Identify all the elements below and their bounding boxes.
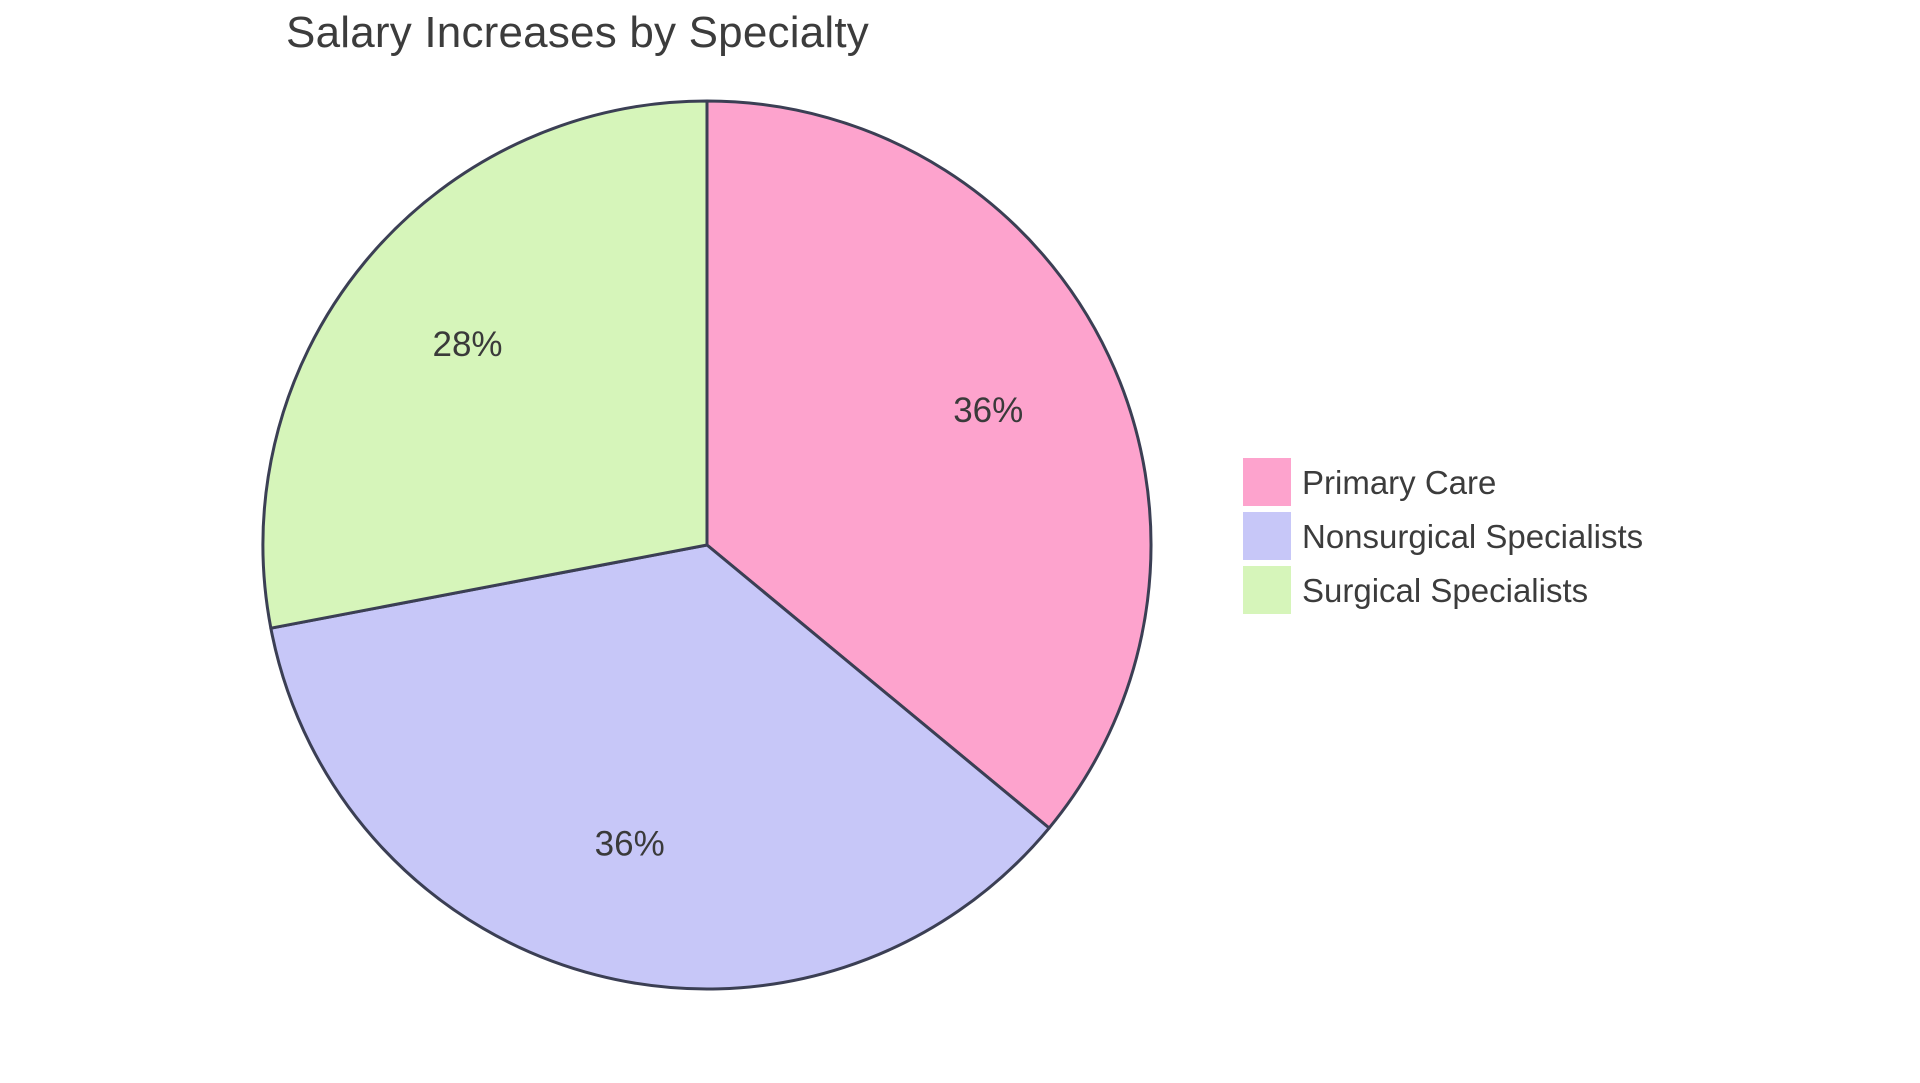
chart-legend: Primary Care Nonsurgical Specialists Sur… [1243,458,1643,614]
legend-swatch-icon [1243,512,1291,560]
pie-slice-labels-group: 36% 36% 28% [432,325,1023,863]
pie-slice[interactable] [705,99,1153,830]
pie-slice[interactable] [261,99,709,630]
pie-slice[interactable] [269,543,1051,991]
legend-item-label: Primary Care [1302,463,1497,501]
legend-item-nonsurgical-specialists[interactable]: Nonsurgical Specialists [1243,512,1643,560]
pie-slice-value-label: 36% [595,824,665,863]
pie-slice-value-label: 36% [953,391,1023,430]
legend-item-label: Nonsurgical Specialists [1302,517,1644,555]
pie-slice-value-label: 28% [432,325,502,364]
legend-swatch-icon [1243,566,1291,614]
legend-item-surgical-specialists[interactable]: Surgical Specialists [1243,566,1643,614]
legend-swatch-icon [1243,458,1291,506]
chart-title: Salary Increases by Specialty [286,8,869,57]
pie-slices-group [261,99,1153,991]
legend-item-primary-care[interactable]: Primary Care [1243,458,1643,506]
legend-item-label: Surgical Specialists [1302,571,1589,609]
